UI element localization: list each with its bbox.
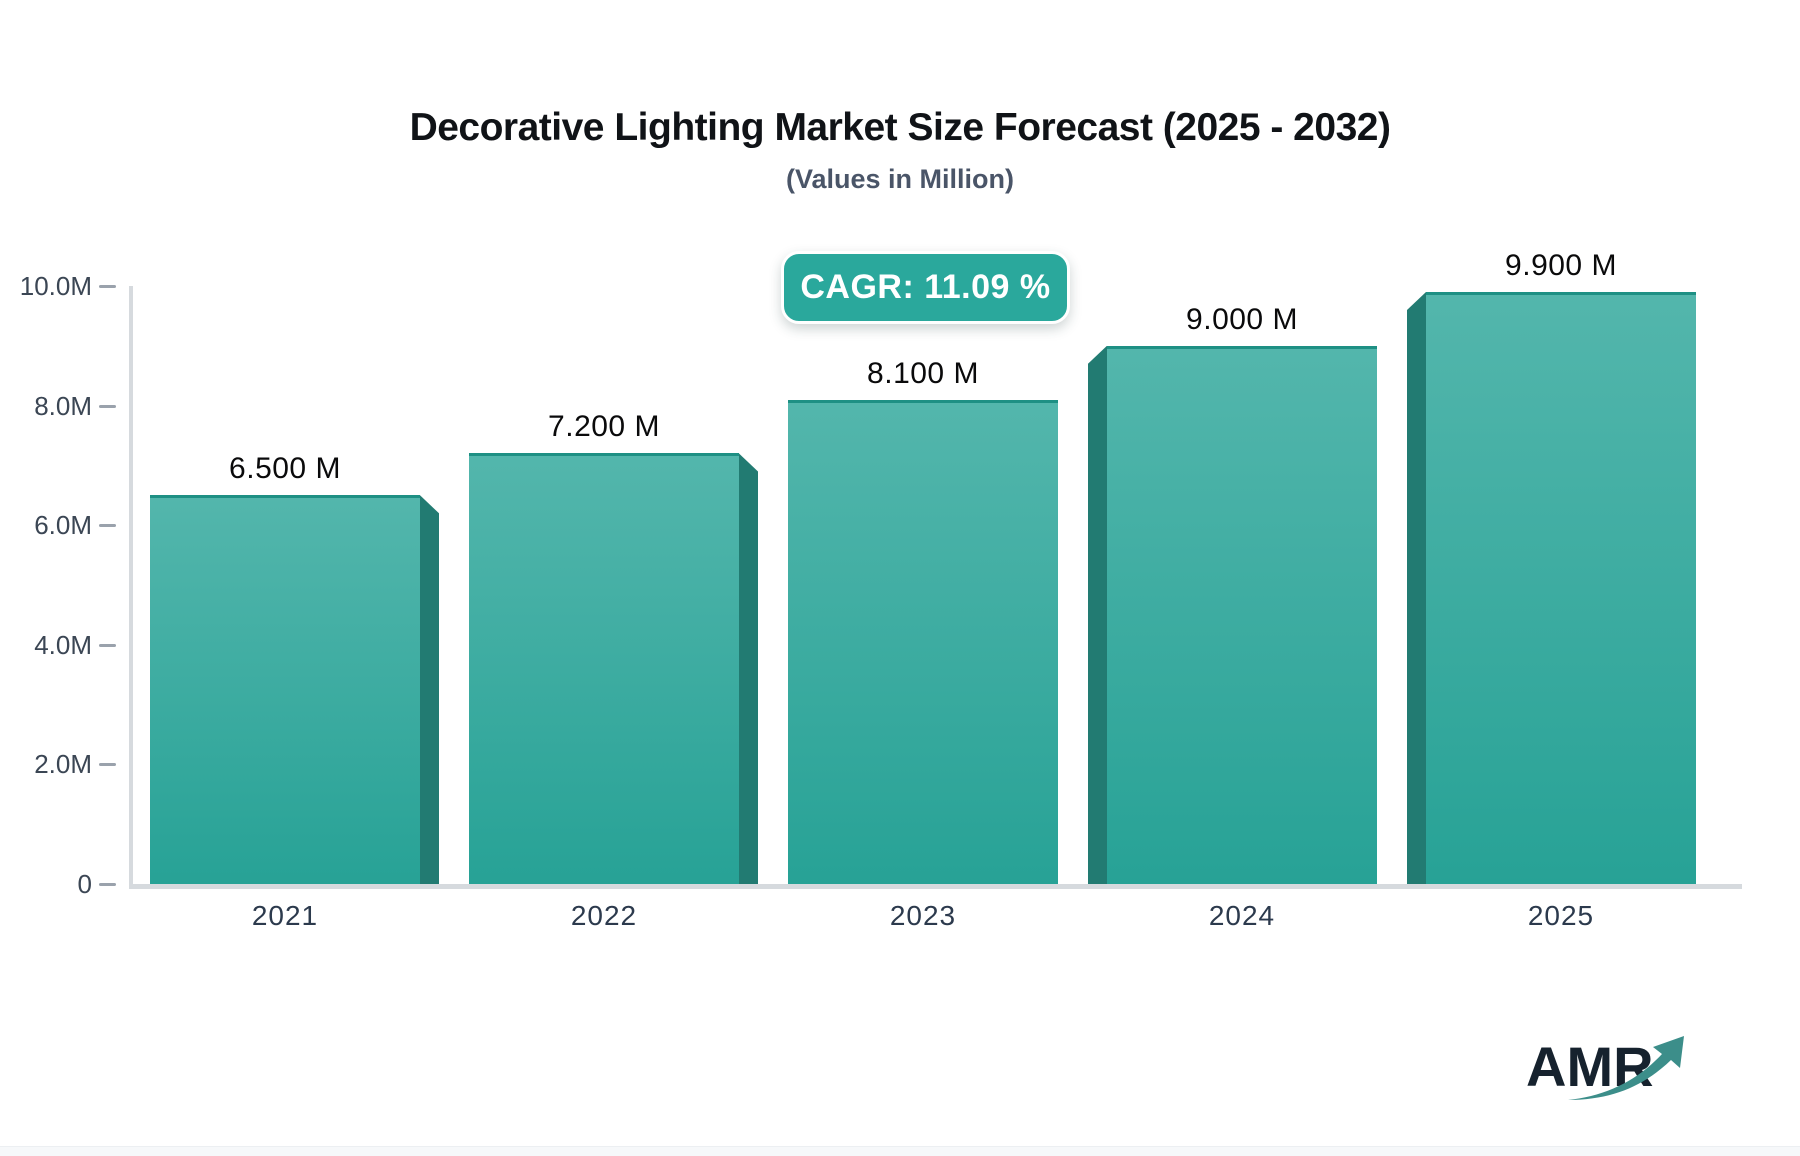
y-tick-mark (99, 883, 116, 886)
chart-subtitle: (Values in Million) (785, 164, 1015, 194)
y-axis-label: 6.0M (34, 510, 92, 541)
y-axis-label: 0 (77, 869, 92, 899)
bar-value-label-2021: 6.500 M (229, 452, 341, 486)
y-axis-label: 4.0M (34, 629, 92, 660)
bar-side-face-2022 (739, 453, 758, 884)
amr-logo-text: AMR (1526, 1035, 1654, 1098)
bar-2024 (1107, 345, 1377, 884)
amr-logo: AMR (1526, 1035, 1684, 1100)
bar-value-label-2025: 9.900 M (1505, 248, 1617, 282)
cagr-badge: CAGR: 11.09 % (781, 251, 1070, 324)
bar-side-face-2021 (420, 495, 439, 884)
y-tick-mark (99, 643, 116, 647)
x-axis-label-2021: 2021 (251, 900, 319, 931)
footer-strip (0, 1146, 1800, 1156)
y-axis-label: 10.0M (19, 271, 92, 301)
bar-2025 (1426, 291, 1696, 884)
bar-value-label-2024: 9.000 M (1186, 302, 1298, 336)
chart-title: Decorative Lighting Market Size Forecast… (409, 106, 1391, 149)
bar-value-label-2022: 7.200 M (548, 410, 660, 444)
y-tick-mark (99, 285, 116, 288)
bar-value-label-2023: 8.100 M (867, 356, 979, 390)
y-axis-label: 2.0M (34, 749, 92, 780)
x-axis-label-2024: 2024 (1208, 900, 1276, 931)
y-tick-mark (99, 763, 116, 767)
cagr-badge-label: CAGR: 11.09 % (800, 268, 1051, 306)
y-tick-mark (99, 404, 116, 408)
x-axis-label-2022: 2022 (570, 900, 638, 931)
y-axis-label: 8.0M (34, 390, 92, 421)
bar-2022 (469, 453, 739, 884)
y-tick-mark (99, 524, 116, 528)
bar-side-face-2024 (1088, 345, 1107, 884)
x-axis-label-2023: 2023 (889, 900, 957, 931)
x-axis-label-2025: 2025 (1527, 900, 1595, 931)
x-axis-line (129, 884, 1742, 889)
bar-2021 (150, 495, 420, 884)
y-axis-line (129, 286, 133, 884)
growth-arrow-icon (1568, 1036, 1684, 1100)
bar-2023 (788, 399, 1058, 884)
bar-side-face-2025 (1407, 291, 1426, 884)
